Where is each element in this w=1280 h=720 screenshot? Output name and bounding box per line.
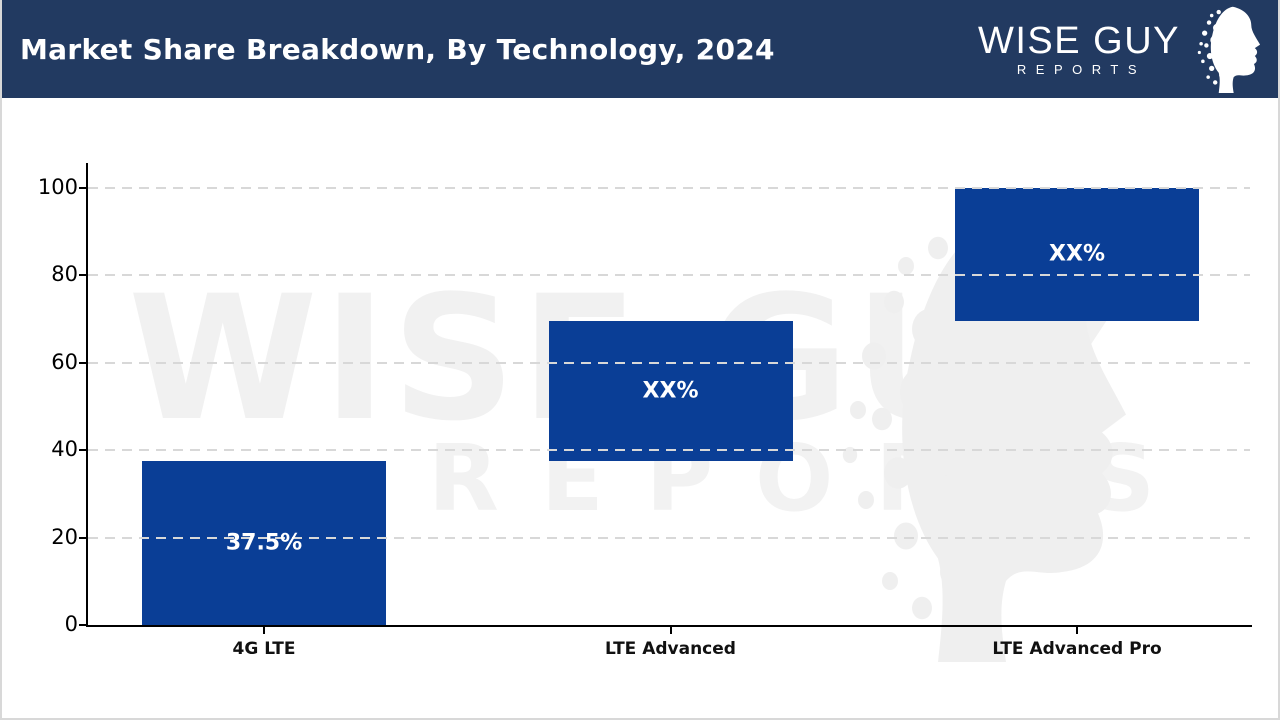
y-axis-line [86,163,88,627]
x-tick-mark-0 [263,627,265,634]
y-tick-label-20: 20 [51,524,78,549]
x-category-label-0: 4G LTE [232,639,296,659]
y-tick-label-0: 0 [64,612,78,636]
x-axis-line [86,625,1252,627]
y-tick-mark-20 [79,536,86,539]
bar-value-label-1: XX% [642,378,699,404]
gridline-20 [88,536,1250,539]
x-category-label-2: LTE Advanced Pro [992,639,1162,659]
y-tick-mark-100 [79,186,86,189]
bar-value-label-0: 37.5% [225,530,303,556]
brand-subname: REPORTS [1016,62,1147,78]
x-category-label-1: LTE Advanced [605,639,736,659]
y-tick-mark-40 [79,449,86,451]
y-tick-label-80: 80 [51,262,78,286]
y-tick-label-60: 60 [51,349,78,374]
y-tick-mark-60 [79,361,86,364]
bar-value-label-2: XX% [1049,241,1105,267]
y-tick-label-100: 100 [37,174,78,199]
gridline-100 [88,186,1250,189]
bar-2 [955,187,1199,321]
brand-logo: WISE GUY REPORTS [978,5,1268,93]
brand-name: WISE GUY [977,19,1180,62]
gridline-80 [88,274,1250,276]
y-tick-mark-80 [79,274,86,276]
y-tick-mark-0 [79,624,86,626]
x-tick-mark-2 [1076,627,1078,634]
gridline-40 [88,449,1250,451]
x-tick-mark-1 [669,627,672,634]
brand-logo-text: WISE GUY REPORTS [977,19,1180,78]
y-tick-label-40: 40 [51,437,78,461]
bar-1 [548,320,793,461]
gridline-60 [88,361,1250,364]
dotted-face-icon [1180,5,1268,93]
bar-0 [142,460,386,625]
header-bar: Market Share Breakdown, By Technology, 2… [0,0,1280,98]
page-title: Market Share Breakdown, By Technology, 2… [20,32,775,66]
